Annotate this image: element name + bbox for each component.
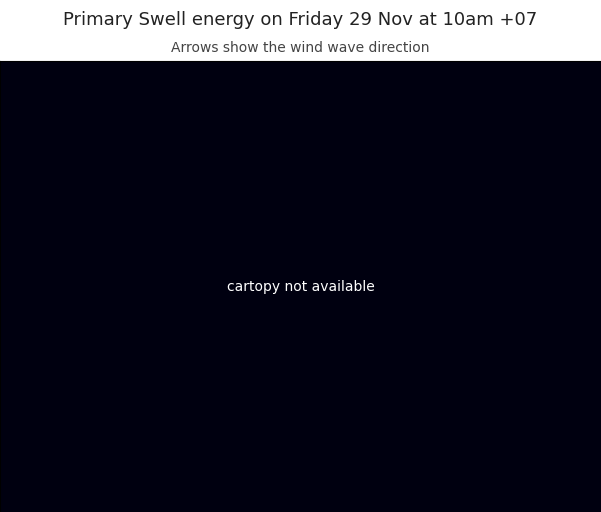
Text: Arrows show the wind wave direction: Arrows show the wind wave direction [171, 41, 430, 55]
Text: Primary Swell energy on Friday 29 Nov at 10am +07: Primary Swell energy on Friday 29 Nov at… [63, 11, 538, 29]
Text: cartopy not available: cartopy not available [227, 280, 374, 294]
